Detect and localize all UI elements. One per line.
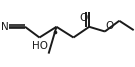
Text: HO: HO bbox=[32, 41, 48, 51]
Text: O: O bbox=[80, 13, 88, 23]
Text: O: O bbox=[106, 21, 114, 31]
Text: N: N bbox=[1, 22, 9, 32]
